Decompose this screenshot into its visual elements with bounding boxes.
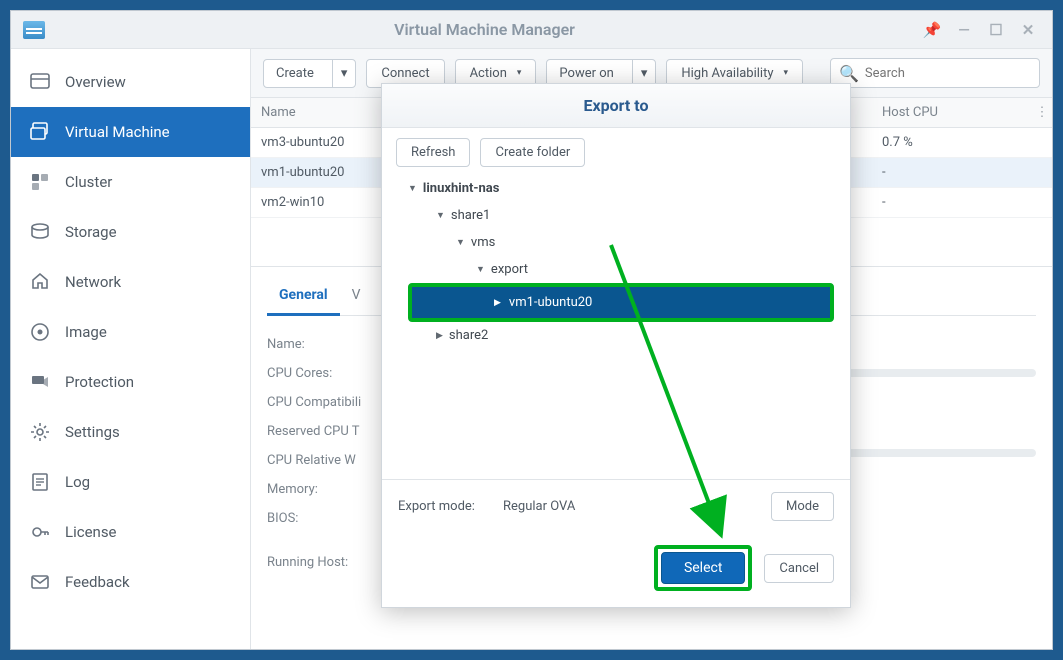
sidebar-label: Cluster (65, 173, 112, 191)
storage-icon (29, 221, 51, 243)
select-button[interactable]: Select (661, 552, 745, 584)
mode-button[interactable]: Mode (771, 492, 834, 521)
license-icon (29, 521, 51, 543)
tab-other[interactable]: V (340, 277, 373, 315)
sidebar-label: Log (65, 473, 90, 491)
chevron-down-icon[interactable]: ▾ (332, 60, 356, 87)
export-mode-label: Export mode: (398, 499, 503, 514)
export-mode-value: Regular OVA (503, 499, 575, 514)
sidebar-item-feedback[interactable]: Feedback (11, 557, 250, 607)
sidebar: Overview Virtual Machine Cluster Storage… (11, 49, 251, 649)
search-input[interactable] (865, 66, 1031, 81)
export-modal: Export to Refresh Create folder ▼linuxhi… (381, 83, 851, 608)
chevron-right-icon: ▶ (436, 331, 443, 341)
main: Create▾ Connect Action▾ Power on▾ High A… (251, 49, 1052, 649)
chevron-down-icon: ▾ (784, 68, 789, 78)
pin-icon[interactable]: 📌 (920, 18, 944, 42)
sidebar-label: License (65, 523, 117, 541)
maximize-icon[interactable]: ☐ (984, 18, 1008, 42)
sidebar-label: Network (65, 273, 121, 291)
highlight-box: ▶vm1-ubuntu20 (408, 283, 834, 322)
tree-item[interactable]: ▼share1 (396, 202, 836, 229)
cancel-button[interactable]: Cancel (764, 554, 834, 583)
search-icon: 🔍 (839, 64, 859, 83)
sidebar-label: Image (65, 323, 107, 341)
cluster-icon (29, 171, 51, 193)
highlight-box: Select (654, 545, 752, 591)
modal-title: Export to (382, 84, 850, 128)
protection-icon (29, 371, 51, 393)
minimize-icon[interactable]: — (952, 18, 976, 42)
app-window: Virtual Machine Manager 📌 — ☐ ✕ Overview… (10, 10, 1053, 650)
window-title: Virtual Machine Manager (57, 20, 912, 39)
tree-item[interactable]: ▼vms (396, 229, 836, 256)
tree-item[interactable]: ▶share2 (396, 322, 836, 349)
sidebar-label: Protection (65, 373, 134, 391)
col-menu-icon[interactable]: ⋮ (1032, 105, 1052, 120)
chevron-right-icon: ▶ (494, 298, 501, 308)
sidebar-item-network[interactable]: Network (11, 257, 250, 307)
tree-root[interactable]: ▼linuxhint-nas (396, 175, 836, 202)
sidebar-item-storage[interactable]: Storage (11, 207, 250, 257)
tree-item-selected[interactable]: ▶vm1-ubuntu20 (412, 287, 830, 318)
chevron-down-icon: ▼ (408, 183, 417, 194)
refresh-button[interactable]: Refresh (396, 138, 470, 167)
create-folder-button[interactable]: Create folder (480, 138, 585, 167)
close-icon[interactable]: ✕ (1016, 18, 1040, 42)
sidebar-label: Virtual Machine (65, 123, 170, 141)
vm-icon (29, 121, 51, 143)
settings-icon (29, 421, 51, 443)
export-mode-row: Export mode: Regular OVA Mode (382, 479, 850, 533)
chevron-down-icon: ▼ (456, 237, 465, 248)
titlebar: Virtual Machine Manager 📌 — ☐ ✕ (11, 11, 1052, 49)
search-box[interactable]: 🔍 (830, 58, 1040, 88)
sidebar-item-overview[interactable]: Overview (11, 57, 250, 107)
body: Overview Virtual Machine Cluster Storage… (11, 49, 1052, 649)
sidebar-item-license[interactable]: License (11, 507, 250, 557)
cell-name: vm3-ubuntu20 (251, 135, 371, 150)
col-cpu[interactable]: Host CPU (882, 105, 1032, 120)
tab-general[interactable]: General (267, 277, 340, 316)
folder-tree: ▼linuxhint-nas ▼share1 ▼vms ▼export ▶vm1… (382, 175, 850, 359)
sidebar-item-image[interactable]: Image (11, 307, 250, 357)
sidebar-label: Settings (65, 423, 120, 441)
chevron-down-icon: ▼ (436, 210, 445, 221)
network-icon (29, 271, 51, 293)
log-icon (29, 471, 51, 493)
cell-cpu: 0.7 % (882, 135, 1032, 150)
sidebar-item-cluster[interactable]: Cluster (11, 157, 250, 207)
modal-footer: Select Cancel (382, 533, 850, 607)
sidebar-item-vm[interactable]: Virtual Machine (11, 107, 250, 157)
sidebar-item-settings[interactable]: Settings (11, 407, 250, 457)
sidebar-label: Storage (65, 223, 117, 241)
chevron-down-icon: ▾ (517, 68, 522, 78)
image-icon (29, 321, 51, 343)
tree-item[interactable]: ▼export (396, 256, 836, 283)
overview-icon (29, 71, 51, 93)
col-name[interactable]: Name (251, 105, 371, 120)
chevron-down-icon: ▼ (476, 264, 485, 275)
feedback-icon (29, 571, 51, 593)
sidebar-item-protection[interactable]: Protection (11, 357, 250, 407)
cell-name: vm2-win10 (251, 195, 371, 210)
cell-cpu: - (882, 165, 1032, 180)
sidebar-label: Feedback (65, 573, 130, 591)
cell-name: vm1-ubuntu20 (251, 165, 371, 180)
app-icon (23, 21, 45, 39)
cell-cpu: - (882, 195, 1032, 210)
sidebar-item-log[interactable]: Log (11, 457, 250, 507)
sidebar-label: Overview (65, 73, 126, 91)
create-button[interactable]: Create▾ (263, 59, 356, 88)
